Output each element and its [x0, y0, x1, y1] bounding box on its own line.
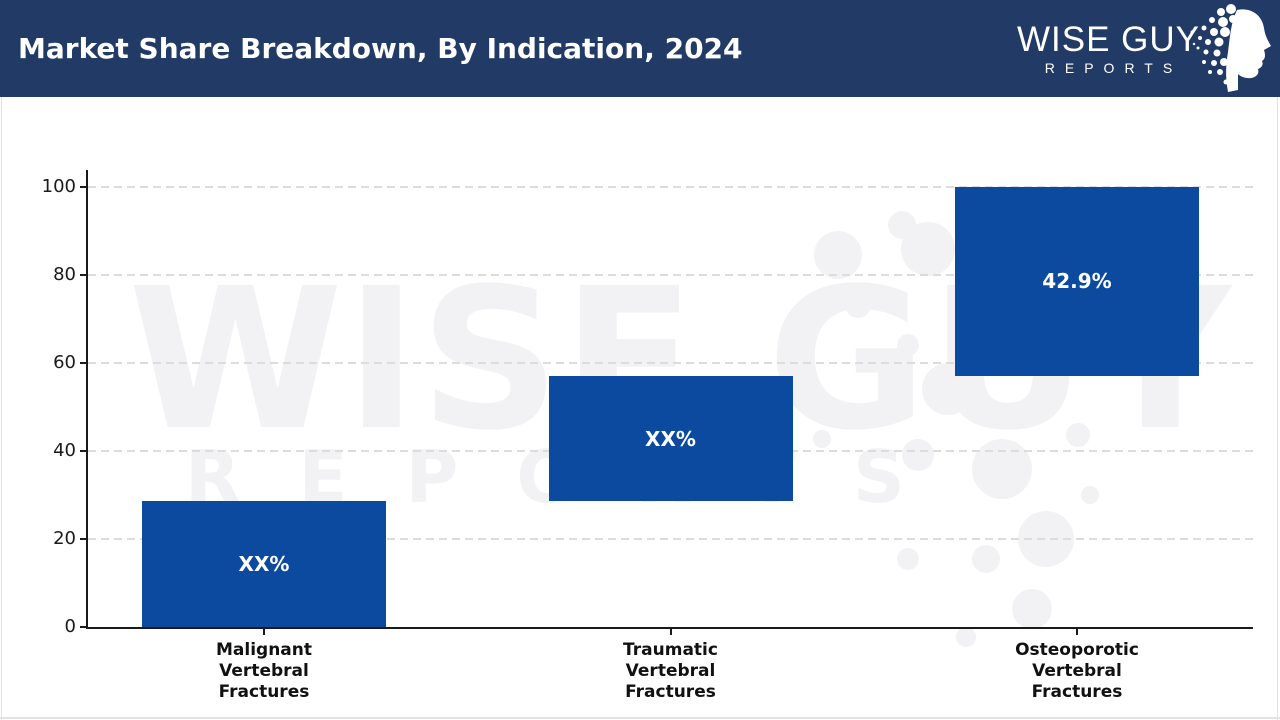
gridline: [88, 362, 1253, 364]
bar-segment: XX%: [142, 501, 386, 627]
page-title: Market Share Breakdown, By Indication, 2…: [18, 32, 743, 65]
head-profile-icon: [1190, 4, 1271, 92]
y-tick-label: 40: [53, 440, 76, 461]
x-axis-line: [86, 627, 1253, 629]
y-tick-label: 20: [53, 528, 76, 549]
y-axis-line: [86, 170, 88, 629]
y-tick-label: 80: [53, 264, 76, 285]
y-axis-tick: [80, 450, 87, 452]
header-band: Market Share Breakdown, By Indication, 2…: [0, 0, 1280, 97]
y-axis-tick: [80, 186, 87, 188]
right-border: [1277, 97, 1278, 720]
brand-logo-text: WISE GUY REPORTS: [1016, 20, 1200, 77]
brand-subtitle: REPORTS: [1044, 60, 1183, 76]
brand-name: WISE GUY: [1016, 20, 1200, 59]
bar-segment: 42.9%: [955, 187, 1199, 376]
category-label: Malignant Vertebral Fractures: [215, 640, 312, 702]
bar-segment: XX%: [548, 375, 793, 502]
y-axis-tick: [80, 626, 87, 628]
bar-value-label: XX%: [645, 426, 696, 451]
category-label: Traumatic Vertebral Fractures: [623, 640, 718, 702]
gridline: [88, 538, 1253, 540]
x-axis-tick: [1076, 629, 1078, 635]
gridline: [88, 186, 1253, 188]
y-axis-tick: [80, 538, 87, 540]
y-tick-label: 100: [41, 176, 76, 197]
bar-value-label: 42.9%: [1042, 269, 1112, 294]
chart-area: WISE GUY REPORTS 020406080100XX%Malignan…: [0, 97, 1280, 720]
left-border: [1, 97, 2, 720]
x-axis-tick: [669, 629, 672, 635]
brand-logo: WISE GUY REPORTS: [1017, 0, 1271, 97]
category-label: Osteoporotic Vertebral Fractures: [1015, 640, 1139, 702]
x-axis-tick: [263, 629, 265, 635]
y-axis-tick: [80, 362, 87, 364]
bar-value-label: XX%: [238, 552, 290, 577]
gridline: [88, 274, 1253, 276]
y-tick-label: 0: [64, 616, 76, 637]
y-axis-tick: [80, 274, 87, 276]
y-tick-label: 60: [53, 352, 76, 373]
bottom-border: [0, 717, 1280, 719]
